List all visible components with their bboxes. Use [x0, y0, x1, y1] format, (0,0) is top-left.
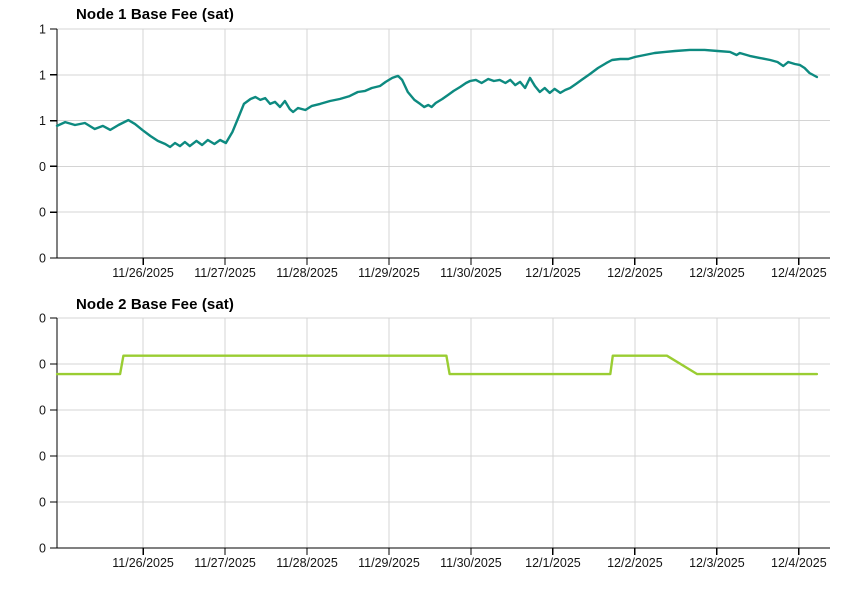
node-1-base-fee-line	[55, 48, 819, 149]
x-tick-label: 11/27/2025	[194, 266, 256, 280]
y-tick-label: 1	[39, 114, 46, 128]
x-tick-label: 11/26/2025	[112, 266, 174, 280]
x-tick-label: 11/26/2025	[112, 556, 174, 570]
axes	[50, 317, 830, 555]
tick-labels: 0 0 0 1 1 1 11/26/2025 11/27/2025 11/28/2025 11/2…	[39, 23, 827, 281]
node-2-base-fee-line	[55, 354, 819, 376]
x-tick-label: 12/2/2025	[607, 556, 663, 570]
x-tick-label: 12/4/2025	[771, 266, 827, 280]
axes	[50, 28, 830, 265]
x-tick-label: 11/29/2025	[358, 556, 420, 570]
x-tick-label: 11/28/2025	[276, 556, 338, 570]
x-tick-label: 11/30/2025	[440, 266, 502, 280]
y-tick-label: 0	[39, 404, 46, 418]
x-tick-label: 12/1/2025	[525, 266, 581, 280]
gridlines	[57, 317, 830, 548]
x-tick-label: 11/27/2025	[194, 556, 256, 570]
x-tick-label: 12/1/2025	[525, 556, 581, 570]
y-tick-label: 0	[39, 450, 46, 464]
y-tick-label: 0	[39, 206, 46, 220]
node2-chart-title: Node 2 Base Fee (sat)	[76, 296, 234, 313]
x-tick-label: 12/4/2025	[771, 556, 827, 570]
y-tick-label: 0	[39, 542, 46, 556]
x-tick-label: 12/2/2025	[607, 266, 663, 280]
y-tick-label: 1	[39, 68, 46, 82]
y-tick-label: 0	[39, 160, 46, 174]
x-tick-label: 11/30/2025	[440, 556, 502, 570]
tick-labels: 0 0 0 0 0 0 11/26/2025 11/27/2025 11/28/2025 11/2…	[39, 312, 827, 571]
gridlines	[57, 28, 830, 258]
chart-1: 0 0 0 1 1 1 11/26/2025 11/27/2025 11/28/2025 11/2…	[39, 23, 830, 281]
chart-2: 0 0 0 0 0 0 11/26/2025 11/27/2025 11/28/2025 11/2…	[39, 312, 830, 571]
y-tick-label: 1	[39, 23, 46, 37]
x-tick-label: 11/28/2025	[276, 266, 338, 280]
y-tick-label: 0	[39, 312, 46, 326]
y-tick-label: 0	[39, 358, 46, 372]
x-tick-label: 12/3/2025	[689, 556, 745, 570]
y-tick-label: 0	[39, 252, 46, 266]
y-tick-label: 0	[39, 496, 46, 510]
x-tick-label: 11/29/2025	[358, 266, 420, 280]
node1-chart-title: Node 1 Base Fee (sat)	[76, 6, 234, 23]
x-tick-label: 12/3/2025	[689, 266, 745, 280]
